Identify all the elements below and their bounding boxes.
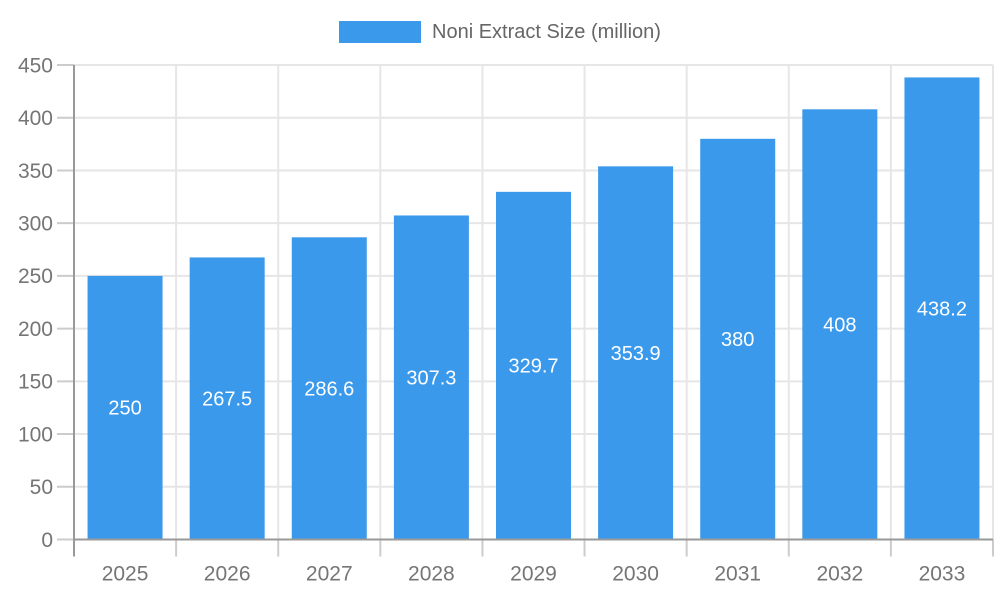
y-axis-tick-label: 450 — [18, 54, 53, 77]
y-axis-tick-label: 150 — [18, 371, 53, 394]
bar-value-label: 307.3 — [406, 367, 456, 389]
bar-value-label: 380 — [721, 329, 754, 351]
bar[interactable] — [802, 109, 878, 540]
bar[interactable] — [598, 166, 674, 540]
bar[interactable] — [700, 138, 776, 540]
legend[interactable]: Noni Extract Size (million) — [0, 20, 1000, 44]
y-axis-tick-label: 250 — [18, 265, 53, 288]
bar[interactable] — [291, 237, 367, 540]
y-axis-tick-label: 300 — [18, 213, 53, 236]
y-axis-tick-label: 0 — [41, 529, 53, 552]
legend-swatch — [339, 21, 422, 43]
legend-label: Noni Extract Size (million) — [432, 21, 661, 43]
bar[interactable] — [189, 257, 265, 540]
x-axis-tick-label: 2026 — [204, 562, 251, 585]
bar[interactable] — [496, 191, 571, 540]
x-axis-tick-label: 2032 — [816, 562, 863, 585]
bar-value-label: 329.7 — [508, 356, 558, 378]
y-axis-tick-label: 200 — [18, 318, 53, 341]
x-axis-tick-label: 2030 — [612, 562, 659, 585]
y-axis-tick-label: 350 — [18, 160, 53, 183]
x-axis-tick-label: 2027 — [306, 562, 353, 585]
bar-value-label: 286.6 — [304, 378, 354, 400]
y-axis-tick-label: 400 — [18, 107, 53, 130]
y-axis-tick-label: 100 — [18, 423, 53, 446]
x-axis-tick-label: 2029 — [510, 562, 557, 585]
bar-value-label: 250 — [108, 398, 141, 420]
x-axis-tick-label: 2028 — [408, 562, 455, 585]
bar[interactable] — [393, 215, 469, 540]
y-axis-tick-label: 50 — [30, 476, 53, 499]
bar-value-label: 353.9 — [611, 343, 661, 365]
x-axis-tick-label: 2025 — [102, 562, 149, 585]
bar[interactable] — [87, 275, 163, 540]
x-axis-tick-label: 2033 — [919, 562, 966, 585]
bar-value-label: 408 — [823, 314, 856, 336]
bar-value-label: 438.2 — [917, 298, 967, 320]
bar-value-label: 267.5 — [202, 388, 252, 410]
bar[interactable] — [904, 77, 980, 540]
x-axis-tick-label: 2031 — [714, 562, 761, 585]
